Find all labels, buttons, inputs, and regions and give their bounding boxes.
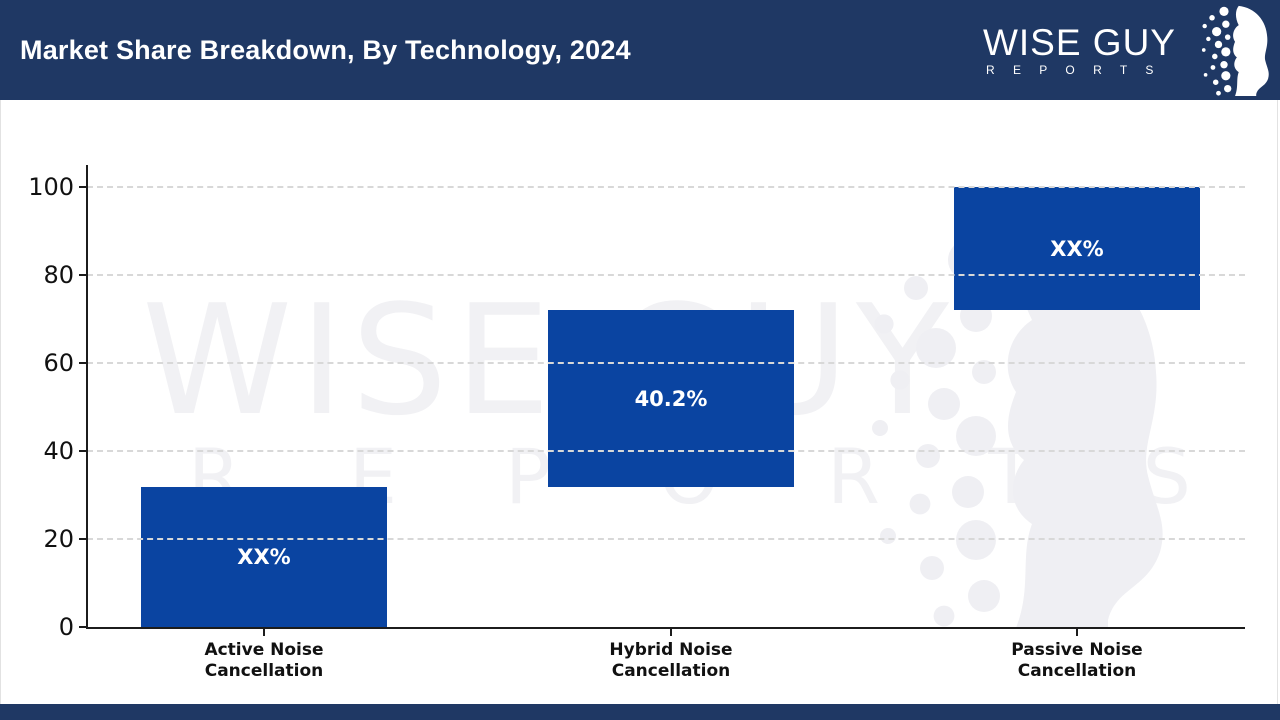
gridline-60 xyxy=(87,362,1245,364)
y-tick-label-60: 60 xyxy=(43,349,74,377)
header-bar: Market Share Breakdown, By Technology, 2… xyxy=(0,0,1280,100)
bar-segment xyxy=(141,487,387,627)
y-tick-label-100: 100 xyxy=(28,173,74,201)
bar-value-label: XX% xyxy=(1050,236,1104,261)
wiseguy-reports-text: R E P O R T S xyxy=(985,62,1161,77)
x-tick-mark xyxy=(263,629,265,636)
y-tick-mark-60 xyxy=(79,362,87,364)
wiseguy-wordmark: WISE GUY R E P O R T S xyxy=(982,21,1176,77)
bar-value-label: XX% xyxy=(237,545,291,570)
category-label: Passive Noise Cancellation xyxy=(1011,640,1143,681)
gridline-20 xyxy=(87,538,1245,540)
y-tick-mark-40 xyxy=(79,450,87,452)
y-axis-line xyxy=(86,165,88,629)
gridline-80 xyxy=(87,274,1245,276)
x-axis-line xyxy=(86,627,1245,629)
watermark-wordmark: WISE GUY xyxy=(142,272,949,449)
y-tick-mark-20 xyxy=(79,538,87,540)
x-tick-mark xyxy=(1076,629,1078,636)
category-label: Hybrid Noise Cancellation xyxy=(609,640,733,681)
y-tick-mark-100 xyxy=(79,186,87,188)
bar-value-label: 40.2% xyxy=(634,386,708,411)
y-tick-label-40: 40 xyxy=(43,437,74,465)
bar-segment xyxy=(548,310,794,488)
x-tick-mark xyxy=(670,629,672,636)
gridline-100 xyxy=(87,186,1245,188)
category-label: Active Noise Cancellation xyxy=(204,640,324,681)
gridline-40 xyxy=(87,450,1245,452)
bar-segment xyxy=(954,187,1200,311)
page-title: Market Share Breakdown, By Technology, 2… xyxy=(20,34,631,65)
y-tick-label-20: 20 xyxy=(43,525,74,553)
y-tick-label-80: 80 xyxy=(43,261,74,289)
y-tick-mark-0 xyxy=(79,626,87,628)
footer-bar xyxy=(0,704,1280,720)
y-tick-mark-80 xyxy=(79,274,87,276)
wiseguy-face-icon xyxy=(1201,5,1269,96)
brand-logo: WISE GUY R E P O R T S xyxy=(983,4,1270,96)
wiseguy-wordmark-text: WISE GUY xyxy=(982,21,1176,63)
y-tick-label-0: 0 xyxy=(58,613,74,641)
